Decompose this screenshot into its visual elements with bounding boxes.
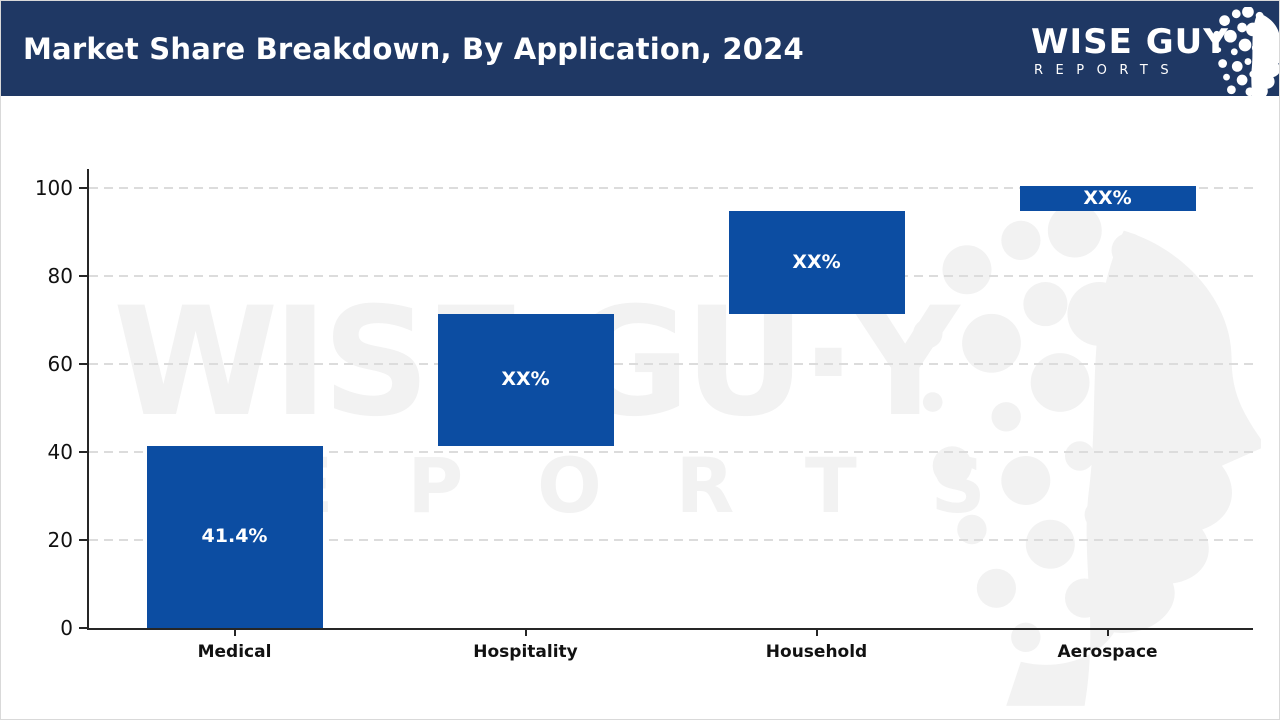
bar-household: XX% (728, 210, 905, 314)
x-tick-label-aerospace: Aerospace (1057, 642, 1158, 662)
y-tick-label: 20 (47, 527, 73, 552)
logo-wordmark: WISE GUY (1031, 22, 1229, 62)
y-axis-line (87, 169, 89, 630)
bar-aerospace: XX% (1019, 185, 1196, 211)
x-tick (524, 628, 527, 636)
gridline-100 (89, 186, 1253, 189)
gridline-80 (89, 274, 1253, 277)
y-tick (79, 186, 87, 189)
y-tick (79, 362, 87, 365)
x-tick-label-medical: Medical (197, 642, 272, 662)
x-tick-label-hospitality: Hospitality (473, 642, 578, 662)
bar-hospitality: XX% (437, 313, 614, 446)
y-tick (79, 450, 87, 453)
logo-subtext: REPORTS (1034, 63, 1182, 78)
bar-value-label: XX% (1083, 186, 1132, 209)
x-tick (1106, 628, 1109, 636)
gridline-40 (89, 450, 1253, 453)
chart-area: WISE GU·Y REPORTS 0 20 40 60 80 (1, 96, 1279, 719)
plot-area: 0 20 40 60 80 100 41.4% XX% XX% XX% Medical Hospita… (35, 169, 1253, 661)
header-bar: Market Share Breakdown, By Application, … (1, 1, 1279, 117)
y-tick-label: 60 (47, 351, 73, 376)
y-tick-label: 40 (47, 439, 73, 464)
bar-value-label: XX% (501, 368, 550, 391)
wiseguy-logo: WISE GUY REPORTS (1029, 1, 1279, 117)
logo-text: WISE GUY REPORTS (1031, 25, 1229, 77)
gridline-20 (89, 538, 1253, 541)
gridline-60 (89, 362, 1253, 365)
logo-head-icon (1213, 7, 1279, 117)
y-tick-label: 100 (34, 175, 73, 200)
bar-value-label: XX% (792, 250, 841, 273)
y-tick-label: 80 (47, 263, 73, 288)
y-tick-label: 0 (60, 616, 73, 640)
y-tick (79, 627, 87, 629)
x-tick (815, 628, 818, 636)
bar-medical: 41.4% (146, 445, 323, 628)
y-tick (79, 274, 87, 277)
x-tick (233, 628, 236, 636)
x-axis-line (87, 628, 1253, 630)
page-title: Market Share Breakdown, By Application, … (23, 31, 804, 66)
bar-value-label: 41.4% (201, 525, 268, 548)
y-tick (79, 538, 87, 541)
x-tick-label-household: Household (765, 642, 868, 662)
